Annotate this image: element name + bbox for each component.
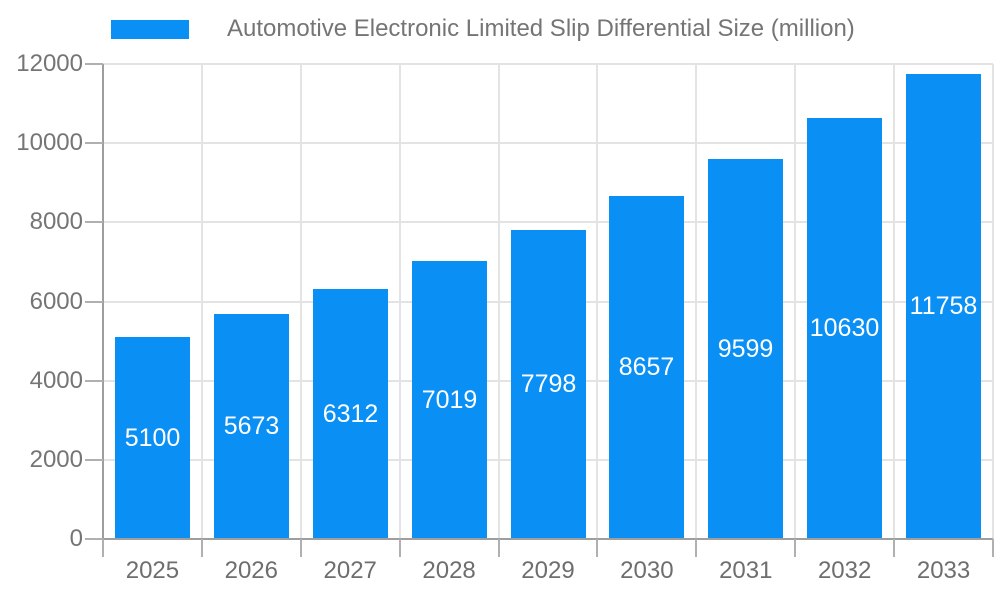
bar-2028: 7019 bbox=[412, 261, 487, 539]
x-gridline bbox=[398, 64, 401, 539]
x-axis-tick bbox=[102, 539, 104, 557]
bar-value-label: 7019 bbox=[421, 385, 478, 414]
x-axis-tick-label: 2030 bbox=[620, 557, 674, 584]
x-axis-tick bbox=[992, 539, 994, 557]
bar-2032: 10630 bbox=[807, 118, 882, 539]
legend-series-label: Automotive Electronic Limited Slip Diffe… bbox=[227, 15, 855, 42]
x-gridline bbox=[200, 64, 203, 539]
y-gridline bbox=[103, 63, 993, 65]
bar-value-label: 11758 bbox=[909, 291, 978, 320]
y-axis-line bbox=[102, 64, 104, 539]
plot-area: 5100 5673 6312 7019 7798 8657 9599 10630 11758 bbox=[102, 63, 994, 540]
bar-2027: 6312 bbox=[313, 289, 388, 539]
x-axis-tick-label: 2026 bbox=[224, 557, 278, 584]
bar-2026: 5673 bbox=[214, 314, 289, 539]
x-gridline bbox=[299, 64, 302, 539]
bar-value-label: 6312 bbox=[322, 399, 379, 428]
x-axis-tick bbox=[695, 539, 698, 557]
x-gridline bbox=[596, 64, 599, 539]
bar-value-label: 8657 bbox=[618, 353, 675, 382]
legend-swatch bbox=[111, 19, 189, 39]
x-gridline bbox=[794, 64, 797, 539]
x-axis-line bbox=[103, 538, 993, 540]
y-axis-tick bbox=[85, 379, 103, 382]
x-axis-tick bbox=[893, 539, 896, 557]
x-axis-tick-label: 2029 bbox=[521, 557, 575, 584]
x-axis-tick-label: 2028 bbox=[422, 557, 476, 584]
chart-legend: Automotive Electronic Limited Slip Diffe… bbox=[111, 12, 855, 46]
y-gridline bbox=[103, 142, 993, 145]
x-axis-tick bbox=[200, 539, 203, 557]
x-axis-tick-label: 2025 bbox=[125, 557, 180, 584]
bar-value-label: 7798 bbox=[520, 370, 577, 399]
y-axis-tick-label: 0 bbox=[69, 525, 83, 552]
x-axis-tick-label: 2031 bbox=[719, 557, 773, 584]
bar-2029: 7798 bbox=[511, 230, 586, 539]
y-axis-tick bbox=[85, 63, 103, 65]
bar-value-label: 5673 bbox=[223, 412, 280, 441]
bar-2031: 9599 bbox=[708, 159, 783, 539]
bar-2030: 8657 bbox=[609, 196, 684, 539]
x-gridline bbox=[497, 64, 500, 539]
x-axis-tick bbox=[299, 539, 302, 557]
bar-2025: 5100 bbox=[115, 337, 190, 539]
x-axis-tick-label: 2033 bbox=[916, 557, 971, 584]
y-axis-tick-label: 6000 bbox=[29, 287, 83, 315]
y-axis-tick-label: 10000 bbox=[16, 129, 83, 157]
bar-value-label: 9599 bbox=[717, 334, 774, 363]
y-axis-tick-label: 2000 bbox=[29, 445, 83, 473]
y-axis-tick bbox=[85, 221, 103, 224]
y-axis-tick bbox=[85, 142, 103, 145]
y-gridline bbox=[103, 221, 993, 224]
bar-value-label: 5100 bbox=[124, 423, 181, 452]
bar-value-label: 10630 bbox=[809, 314, 880, 343]
y-axis-tick-label: 4000 bbox=[29, 366, 83, 394]
x-gridline bbox=[992, 64, 994, 539]
x-axis-tick-label: 2027 bbox=[323, 557, 377, 584]
x-axis-tick bbox=[596, 539, 599, 557]
y-axis-tick-label: 8000 bbox=[29, 208, 83, 236]
bar-2033: 11758 bbox=[906, 73, 981, 539]
x-axis-tick bbox=[398, 539, 401, 557]
y-axis-tick bbox=[85, 300, 103, 303]
y-axis-tick bbox=[85, 458, 103, 461]
x-gridline bbox=[695, 64, 698, 539]
x-axis-tick bbox=[794, 539, 797, 557]
y-axis-tick bbox=[85, 538, 103, 540]
x-gridline bbox=[893, 64, 896, 539]
x-axis-tick bbox=[497, 539, 500, 557]
y-axis-tick-label: 12000 bbox=[16, 50, 83, 77]
x-axis-tick-label: 2032 bbox=[817, 557, 872, 584]
